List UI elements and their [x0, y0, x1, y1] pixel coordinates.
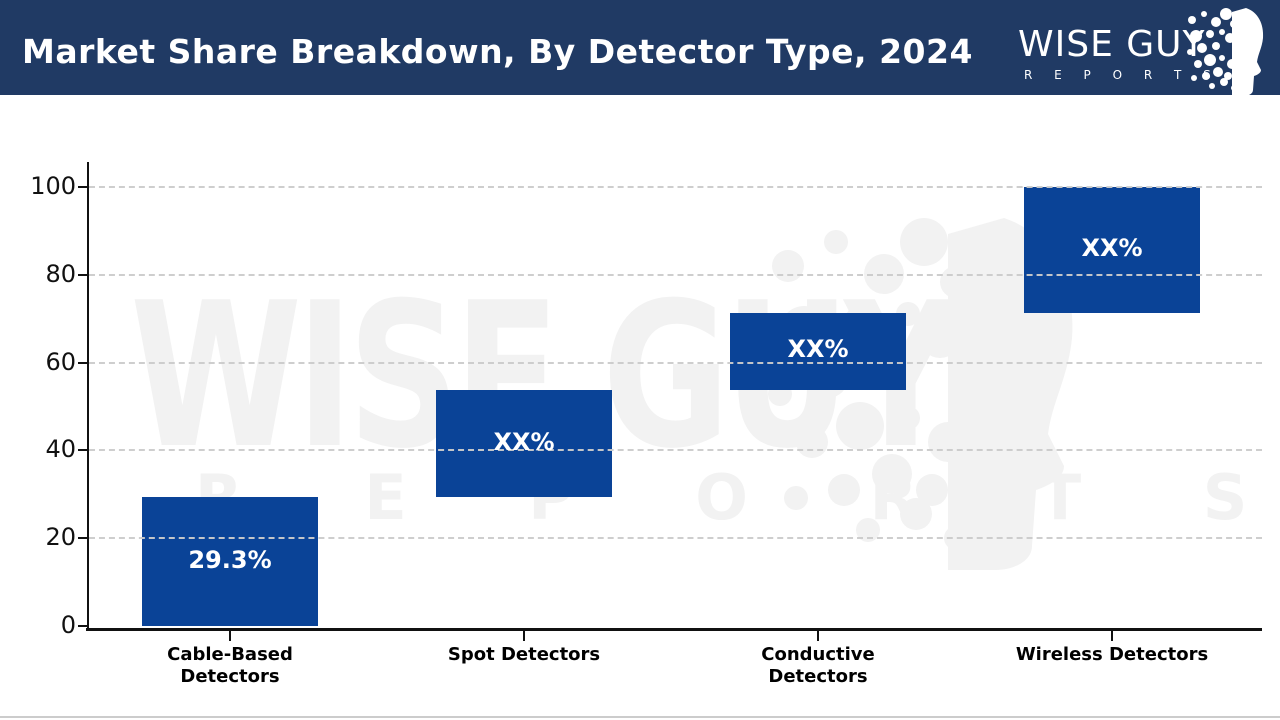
x-category-label-line: Spot Detectors [447, 644, 601, 665]
grid-line [89, 273, 1262, 276]
x-tick-mark [523, 631, 525, 641]
x-tick-mark [1111, 631, 1113, 641]
x-category-label-line: Detectors [768, 666, 868, 687]
grid-line [89, 537, 1262, 540]
x-category-label: Conductive Detectors [708, 644, 928, 688]
x-category-label-line: Wireless Detectors [1015, 644, 1209, 665]
bar [436, 389, 612, 498]
grid-line [89, 186, 1262, 188]
bottom-border-line [0, 716, 1280, 718]
x-axis-spine [86, 628, 1262, 631]
brand-name: WISE GUY [1018, 24, 1206, 65]
chart-canvas: WISE GUY R E P O R T S 0 20 40 60 80 100 29.3%… [0, 95, 1280, 720]
y-tick-mark [78, 449, 87, 452]
y-tick-mark [78, 537, 87, 540]
y-tick-label: 0 [60, 611, 76, 639]
y-axis-spine [87, 162, 89, 629]
x-tick-mark [817, 631, 819, 641]
bar-value-label: XX% [493, 427, 555, 456]
y-tick-mark [78, 273, 87, 276]
page-title: Market Share Breakdown, By Detector Type… [22, 32, 973, 71]
bar [142, 497, 318, 626]
bar [730, 312, 906, 390]
y-tick-mark [78, 625, 87, 627]
brand-logo: WISE GUY R E P O R T S [1018, 6, 1268, 96]
watermark-reports-text: R E P O R T S [195, 461, 1280, 534]
y-tick-label: 20 [45, 523, 76, 552]
y-tick-mark [78, 186, 87, 188]
brand-logo-text: WISE GUY R E P O R T S [1018, 24, 1220, 82]
x-category-label: Wireless Detectors [1002, 644, 1222, 666]
y-tick-label: 60 [45, 347, 76, 376]
x-tick-mark [229, 631, 231, 641]
bar [1024, 187, 1200, 313]
grid-line [89, 449, 1262, 452]
bar-value-label: 29.3% [188, 545, 272, 574]
x-category-label-line: Detectors [180, 666, 280, 687]
y-tick-label: 100 [30, 172, 76, 200]
x-category-label-line: Conductive [761, 644, 875, 665]
bar-value-label: XX% [1081, 233, 1143, 262]
header-bar: Market Share Breakdown, By Detector Type… [0, 0, 1280, 96]
y-tick-mark [78, 361, 87, 364]
y-tick-label: 40 [45, 435, 76, 464]
brand-subtitle: R E P O R T S [1024, 68, 1220, 82]
x-category-label-line: Cable-Based [167, 644, 293, 665]
grid-line [89, 361, 1262, 364]
y-tick-label: 80 [45, 259, 76, 288]
x-category-label: Spot Detectors [414, 644, 634, 666]
x-category-label: Cable-Based Detectors [120, 644, 340, 688]
bar-value-label: XX% [787, 335, 849, 364]
face-dots-icon [1187, 8, 1264, 96]
